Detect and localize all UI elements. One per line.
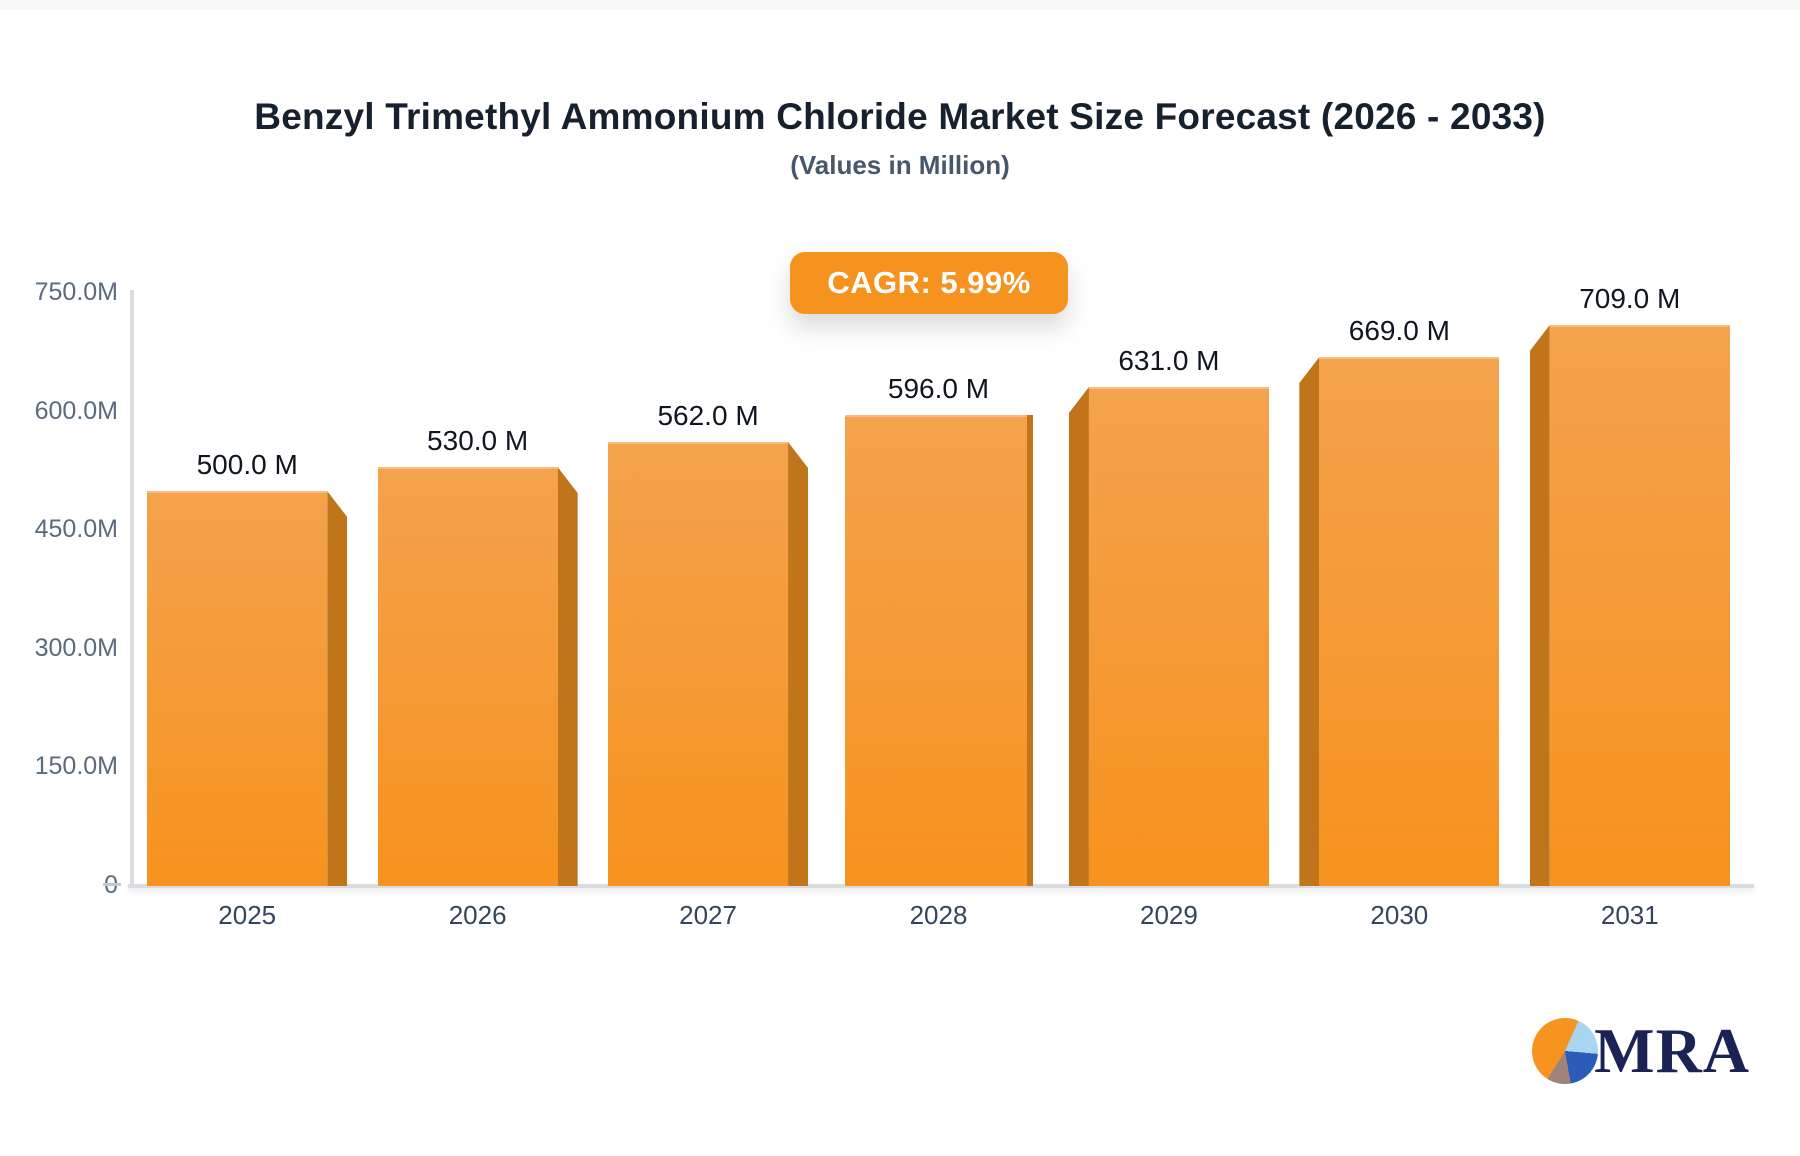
zero-tick-mark xyxy=(103,883,121,886)
bar-value-label: 596.0 M xyxy=(887,373,990,404)
bar-side-shadow xyxy=(327,491,348,886)
bar-value-label: 530.0 M xyxy=(427,425,529,456)
bar-face[interactable] xyxy=(1549,325,1730,886)
bar-2028[interactable]: 596.0 M xyxy=(839,373,1039,886)
y-tick-label: 150.0M xyxy=(34,752,118,781)
bar-2031[interactable]: 709.0 M xyxy=(1529,283,1730,886)
bar-2026[interactable]: 530.0 M xyxy=(377,425,578,886)
y-tick-label: 0 xyxy=(6,871,118,900)
x-tick-label-2030: 2030 xyxy=(1370,900,1429,930)
y-tick-label: 300.0M xyxy=(34,633,118,662)
y-tick-label: 750.0M xyxy=(34,278,118,306)
bar-side-shadow xyxy=(557,467,578,886)
bar-value-label: 562.0 M xyxy=(657,400,759,431)
chart-title: Benzyl Trimethyl Ammonium Chloride Marke… xyxy=(254,96,1546,137)
y-axis-line xyxy=(130,290,134,887)
bar-2025[interactable]: 500.0 M xyxy=(147,449,348,886)
mra-pie-chart-icon xyxy=(1532,1018,1599,1084)
mra-logo-text: MRA xyxy=(1594,1015,1750,1086)
cagr-badge: CAGR: 5.99% xyxy=(790,252,1068,314)
bar-value-label: 500.0 M xyxy=(196,449,298,480)
mra-logo: MRA xyxy=(1532,1018,1750,1084)
bar-side-shadow xyxy=(1529,325,1550,886)
chart-subtitle: (Values in Million) xyxy=(790,150,1010,180)
bar-2027[interactable]: 562.0 M xyxy=(608,400,809,886)
page-top-strip xyxy=(0,0,1800,10)
bar-side-shadow xyxy=(1068,387,1089,886)
x-tick-label-2029: 2029 xyxy=(1140,900,1198,930)
bar-face[interactable] xyxy=(608,442,789,886)
y-tick-label: 600.0M xyxy=(34,396,118,425)
bar-value-label: 631.0 M xyxy=(1118,345,1220,376)
bar-side-shadow xyxy=(1026,415,1033,886)
x-tick-label-2025: 2025 xyxy=(218,900,277,930)
bar-2030[interactable]: 669.0 M xyxy=(1299,315,1500,886)
x-tick-label-2028: 2028 xyxy=(909,900,968,930)
bar-face[interactable] xyxy=(147,491,328,886)
bar-face[interactable] xyxy=(377,467,558,886)
x-tick-label-2026: 2026 xyxy=(448,900,507,930)
bar-side-shadow xyxy=(788,442,809,886)
bar-2029[interactable]: 631.0 M xyxy=(1068,345,1269,886)
x-axis-baseline xyxy=(128,884,1754,888)
x-tick-label-2031: 2031 xyxy=(1600,900,1659,930)
x-tick-label-2027: 2027 xyxy=(679,900,737,930)
bar-face[interactable] xyxy=(1319,357,1500,886)
bar-value-label: 709.0 M xyxy=(1579,283,1681,314)
bar-face[interactable] xyxy=(1088,387,1269,886)
bar-value-label: 669.0 M xyxy=(1348,315,1450,346)
y-tick-label: 450.0M xyxy=(34,515,118,544)
bar-face[interactable] xyxy=(844,415,1027,886)
cagr-badge-label: CAGR: 5.99% xyxy=(827,265,1031,300)
bar-side-shadow xyxy=(1299,357,1320,886)
